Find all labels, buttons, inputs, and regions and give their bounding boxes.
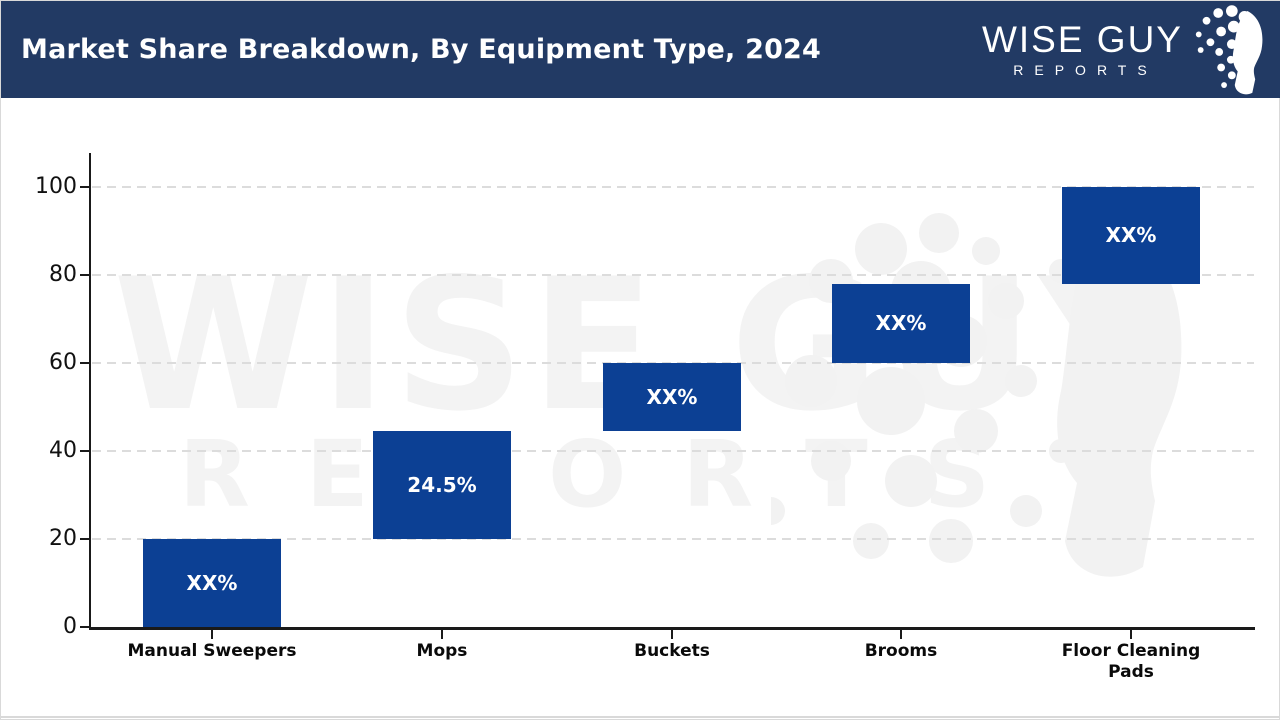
bar-value-label: XX% [646, 385, 698, 410]
y-axis [89, 153, 91, 630]
y-tick-mark [80, 450, 89, 452]
bar: XX% [1062, 187, 1200, 284]
gridline [92, 186, 1254, 188]
y-tick-label: 0 [63, 614, 77, 639]
x-tick-mark [900, 630, 902, 639]
gridline [92, 538, 1254, 540]
bar: XX% [143, 539, 281, 627]
y-tick-mark [80, 626, 89, 628]
bar-value-label: 24.5% [407, 473, 477, 498]
y-tick-mark [80, 538, 89, 540]
x-axis [89, 627, 1255, 630]
logo-wordmark: WISE GUY [981, 19, 1183, 60]
bar: XX% [832, 283, 970, 363]
x-tick-label: Brooms [864, 641, 938, 661]
wiseguy-logo: WISE GUY REPORTS [982, 4, 1263, 95]
bar-value-label: XX% [1105, 223, 1157, 248]
y-tick-mark [80, 362, 89, 364]
logo-face-icon [1195, 4, 1263, 94]
x-tick-label: Mops [416, 641, 468, 661]
logo-text: WISE GUY REPORTS [982, 21, 1183, 78]
bar-value-label: XX% [186, 571, 238, 595]
y-tick-mark [80, 274, 89, 276]
watermark-subtitle: REPORTS [179, 421, 1047, 528]
y-tick-mark [80, 186, 89, 188]
bar: XX% [603, 363, 741, 432]
x-tick-mark [441, 630, 443, 639]
x-tick-mark [671, 630, 673, 639]
page-title: Market Share Breakdown, By Equipment Typ… [21, 34, 822, 65]
bar-value-label: XX% [875, 311, 927, 336]
bottom-divider [1, 716, 1280, 718]
y-tick-label: 40 [49, 438, 77, 463]
x-tick-label: Manual Sweepers [127, 641, 297, 661]
logo-subtitle: REPORTS [1013, 62, 1158, 78]
header-bar: Market Share Breakdown, By Equipment Typ… [1, 1, 1280, 98]
y-tick-label: 100 [35, 174, 77, 199]
gridline [92, 450, 1254, 452]
y-tick-label: 60 [49, 350, 77, 375]
bar: 24.5% [373, 431, 511, 539]
x-tick-mark [211, 630, 213, 639]
y-tick-label: 80 [49, 262, 77, 287]
x-tick-label: Buckets [634, 641, 710, 661]
x-tick-mark [1130, 630, 1132, 639]
gridline [92, 274, 1254, 276]
y-tick-label: 20 [49, 526, 77, 551]
x-tick-label: Floor Cleaning Pads [1061, 641, 1201, 683]
